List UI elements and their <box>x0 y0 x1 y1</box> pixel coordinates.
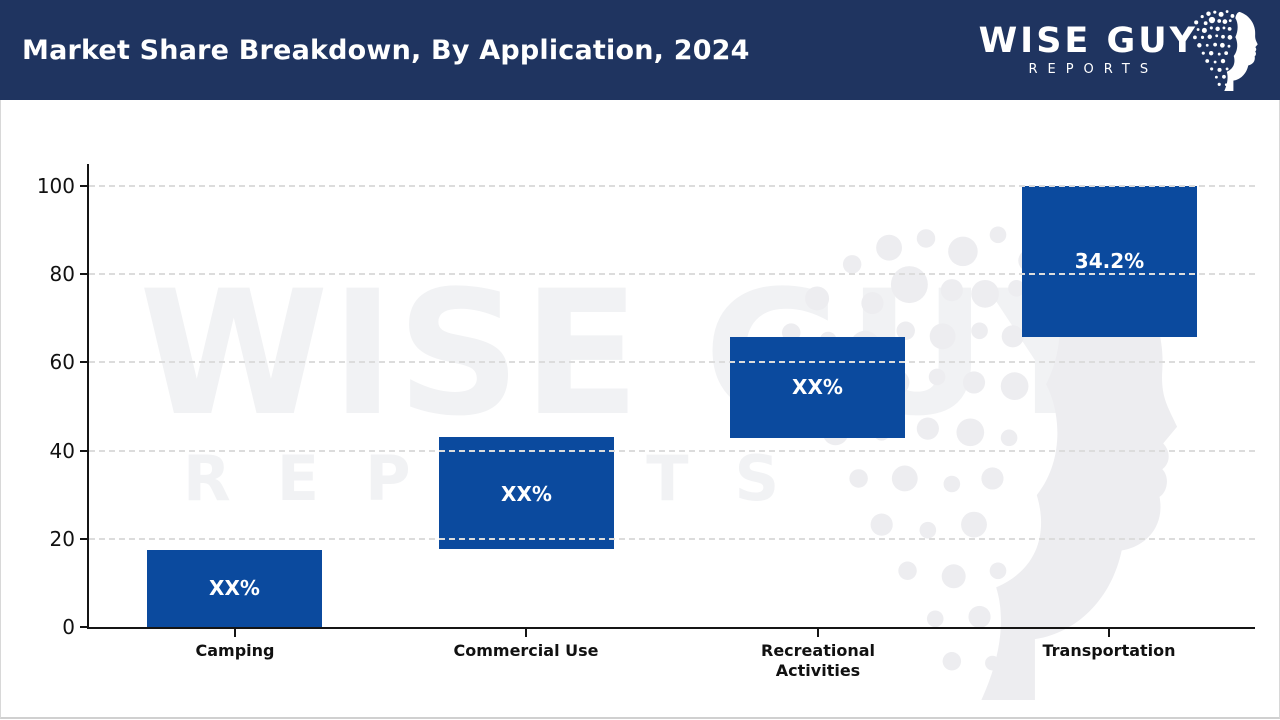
bars-layer <box>1 100 1279 717</box>
brand-name: WISE GUY <box>978 20 1198 61</box>
y-tick-label-60: 60 <box>49 350 75 375</box>
bar-value-label-1: XX% <box>209 576 260 600</box>
x-category-label-4: Transportation <box>1042 641 1176 660</box>
y-tick-label-20: 20 <box>49 526 75 551</box>
labels-layer: 0 20 40 60 80 100 XX% Camping XX% Commercial Use X… <box>1 100 1279 717</box>
chart-title: Market Share Breakdown, By Application, … <box>22 34 750 66</box>
gridline-40 <box>89 449 1255 452</box>
x-tickmark-3 <box>817 629 819 637</box>
bar-transportation <box>1022 186 1197 337</box>
y-tickmark-60 <box>80 361 89 364</box>
gridline-60 <box>89 361 1255 364</box>
y-tick-label-0: 0 <box>62 615 75 639</box>
bar-value-label-3: XX% <box>792 375 843 399</box>
header-banner: Market Share Breakdown, By Application, … <box>0 0 1280 100</box>
brand-head-icon <box>1190 10 1258 91</box>
x-category-label-1: Camping <box>195 641 275 660</box>
bar-value-label-2: XX% <box>501 482 552 506</box>
brand-logo: WISE GUY REPORTS <box>979 9 1258 91</box>
y-tickmark-80 <box>80 273 89 276</box>
bar-value-label-4: 34.2% <box>1074 249 1145 273</box>
x-tickmark-2 <box>525 629 527 637</box>
y-tickmark-40 <box>80 449 89 452</box>
axes-layer <box>1 100 1279 717</box>
y-tickmark-0 <box>80 626 89 628</box>
chart-canvas: WISE GUY REPORTS 020406080100XX%CampingX… <box>0 100 1280 719</box>
y-axis-line <box>87 164 89 629</box>
x-tickmark-4 <box>1108 629 1110 637</box>
y-tick-label-40: 40 <box>49 438 75 463</box>
bar-recreational-activities <box>730 337 905 438</box>
x-tickmark-1 <box>234 629 236 637</box>
y-tick-label-80: 80 <box>49 262 75 287</box>
x-axis-line <box>87 627 1255 629</box>
y-tick-label-100: 100 <box>36 174 75 198</box>
gridline-100 <box>89 185 1255 187</box>
bar-camping <box>147 550 322 627</box>
y-tickmark-20 <box>80 537 89 540</box>
x-category-label-3: Recreational Activities <box>761 641 875 680</box>
gridline-80 <box>89 273 1255 276</box>
x-category-label-2: Commercial Use <box>453 641 599 660</box>
bar-commercial-use <box>439 437 614 549</box>
y-tickmark-100 <box>80 185 89 187</box>
gridline-20 <box>89 537 1255 540</box>
brand-subtitle: REPORTS <box>1028 61 1159 77</box>
gridlines-layer <box>1 100 1279 717</box>
brand-logo-text: WISE GUY REPORTS <box>978 20 1198 77</box>
